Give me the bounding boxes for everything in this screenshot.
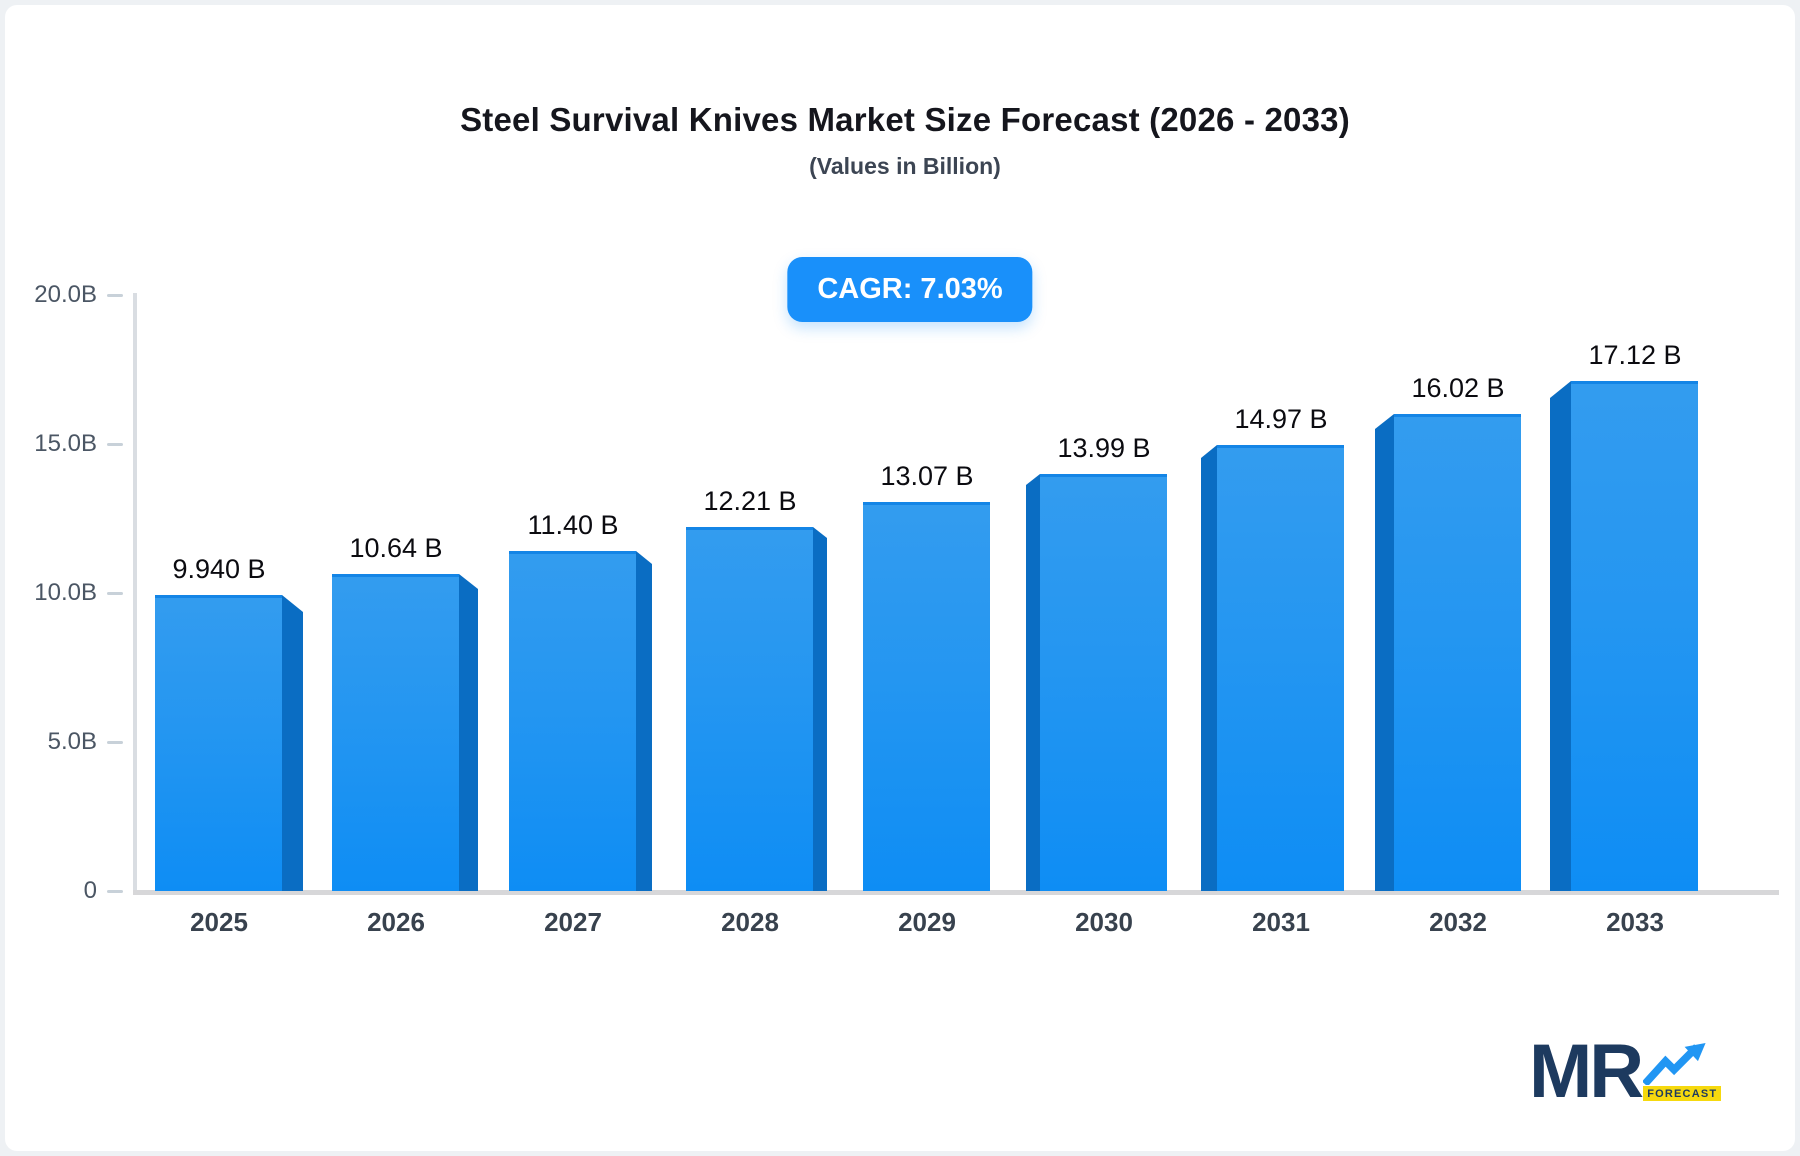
bar-value-label: 16.02 B: [1411, 373, 1505, 403]
bar-2027[interactable]: [509, 551, 636, 891]
mr-forecast-logo: MR FORECAST: [1529, 1029, 1722, 1114]
x-tick-label-2030: 2030: [1075, 907, 1133, 937]
y-tick-mark: [107, 443, 123, 446]
bar-value-label: 10.64 B: [349, 533, 443, 563]
chart-card: Steel Survival Knives Market Size Foreca…: [5, 5, 1795, 1151]
logo-forecast-text: FORECAST: [1643, 1086, 1722, 1101]
bar-2032[interactable]: [1394, 414, 1521, 891]
bar-side-face: [282, 595, 303, 891]
bar-2025[interactable]: [155, 595, 282, 891]
bar-side-face: [1375, 414, 1394, 891]
chart-title: Steel Survival Knives Market Size Foreca…: [460, 101, 1350, 138]
chart-subtitle: (Values in Billion): [809, 153, 1001, 179]
bar-value-label: 11.40 B: [527, 510, 619, 540]
bar-side-face: [813, 527, 827, 891]
bar-2030[interactable]: [1040, 474, 1167, 891]
bar-value-label: 14.97 B: [1234, 404, 1328, 434]
bar-2028[interactable]: [686, 527, 813, 891]
bar-value-label: 17.12 B: [1588, 340, 1682, 370]
bar-side-face: [459, 574, 478, 891]
x-tick-label-2026: 2026: [367, 907, 425, 937]
bar-side-face: [1550, 381, 1571, 891]
y-axis-line: [133, 293, 137, 893]
y-tick-mark: [107, 294, 123, 297]
x-tick-label-2029: 2029: [898, 907, 956, 937]
y-tick-label: 0: [83, 877, 97, 904]
x-tick-label-2033: 2033: [1606, 907, 1664, 937]
bar-value-label: 9.940 B: [172, 554, 266, 584]
x-tick-label-2025: 2025: [190, 907, 248, 937]
bar-side-face: [636, 551, 652, 891]
bar-2033[interactable]: [1571, 381, 1698, 891]
bar-2029[interactable]: [863, 502, 990, 891]
bar-2031[interactable]: [1217, 445, 1344, 891]
bar-side-face: [1026, 474, 1040, 891]
x-tick-label-2028: 2028: [721, 907, 779, 937]
x-tick-label-2027: 2027: [544, 907, 602, 937]
bar-2026[interactable]: [332, 574, 459, 891]
y-tick-label: 10.0B: [34, 579, 97, 606]
trend-arrow-icon: [1643, 1043, 1706, 1085]
y-tick-mark: [107, 592, 123, 595]
y-tick-mark: [107, 741, 123, 744]
x-tick-label-2032: 2032: [1429, 907, 1487, 937]
bar-value-label: 13.99 B: [1057, 433, 1151, 463]
y-tick-label: 20.0B: [34, 281, 97, 308]
bar-value-label: 13.07 B: [880, 461, 974, 491]
cagr-badge: CAGR: 7.03%: [787, 257, 1033, 322]
y-tick-label: 5.0B: [47, 728, 97, 755]
bar-value-label: 12.21 B: [703, 486, 797, 516]
bar-side-face: [1201, 445, 1217, 891]
x-tick-label-2031: 2031: [1252, 907, 1310, 937]
x-axis-baseline: [133, 890, 1779, 895]
logo-mr-text: MR: [1529, 1029, 1644, 1114]
y-tick-label: 15.0B: [34, 430, 97, 457]
y-tick-mark: [107, 890, 123, 893]
